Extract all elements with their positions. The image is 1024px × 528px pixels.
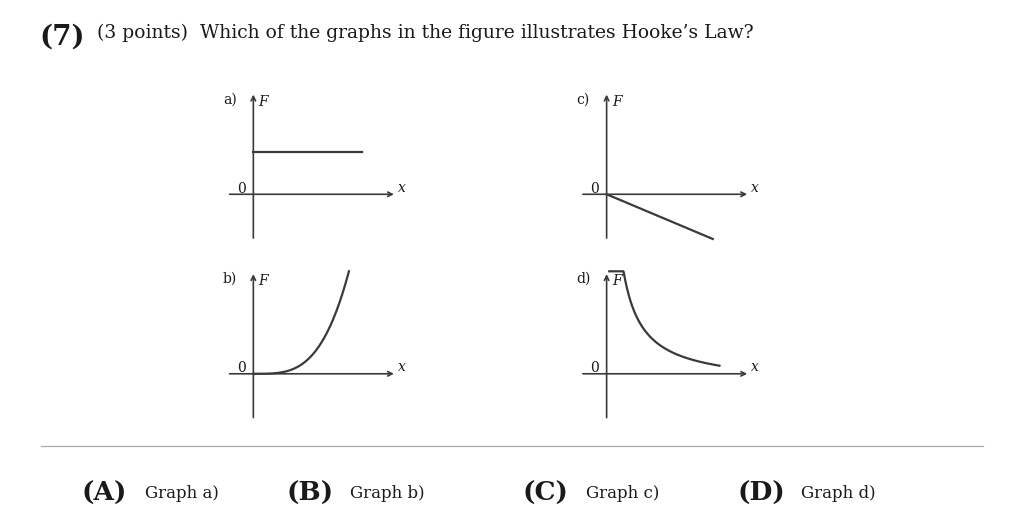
Text: x: x <box>752 360 759 374</box>
Text: x: x <box>752 181 759 195</box>
Text: c): c) <box>577 92 590 107</box>
Text: (D): (D) <box>737 481 785 506</box>
Text: d): d) <box>577 272 591 286</box>
Text: Graph a): Graph a) <box>145 485 219 502</box>
Text: (B): (B) <box>287 481 334 506</box>
Text: (7): (7) <box>39 24 84 51</box>
Text: x: x <box>398 360 406 374</box>
Text: (A): (A) <box>82 481 127 506</box>
Text: Graph d): Graph d) <box>801 485 876 502</box>
Text: (C): (C) <box>522 481 568 506</box>
Text: F: F <box>259 274 268 288</box>
Text: 0: 0 <box>590 182 599 196</box>
Text: x: x <box>398 181 406 195</box>
Text: a): a) <box>223 92 237 107</box>
Text: F: F <box>612 95 622 109</box>
Text: 0: 0 <box>590 361 599 375</box>
Text: F: F <box>259 95 268 109</box>
Text: (3 points)  Which of the graphs in the figure illustrates Hooke’s Law?: (3 points) Which of the graphs in the fi… <box>97 24 754 42</box>
Text: 0: 0 <box>237 361 246 375</box>
Text: F: F <box>612 274 622 288</box>
Text: Graph b): Graph b) <box>350 485 425 502</box>
Text: 0: 0 <box>237 182 246 196</box>
Text: Graph c): Graph c) <box>586 485 659 502</box>
Text: b): b) <box>223 272 238 286</box>
